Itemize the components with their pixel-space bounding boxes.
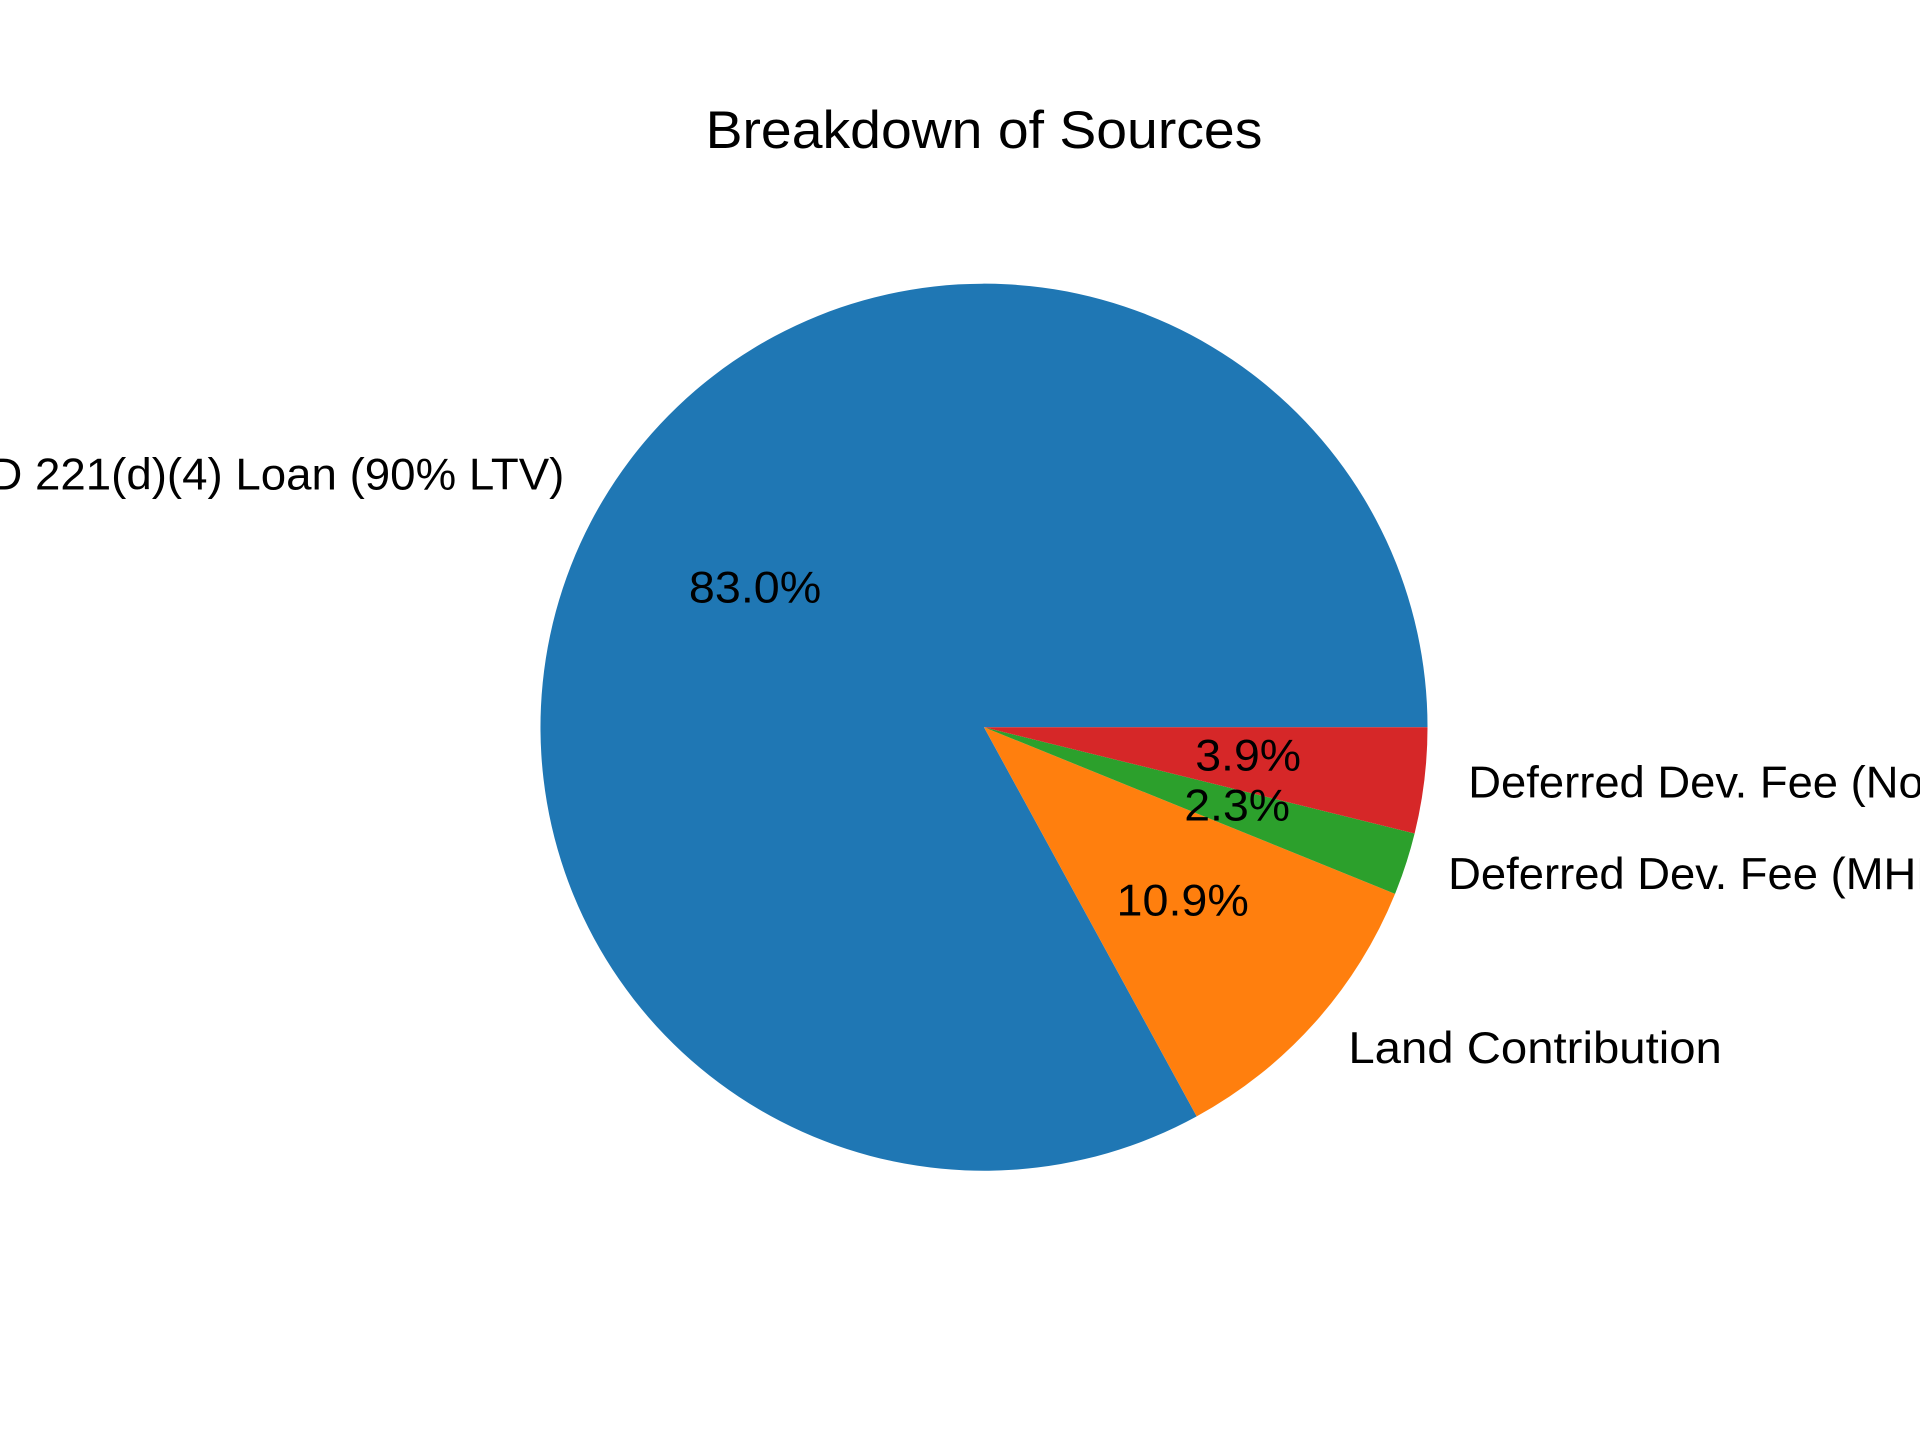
svg-text:83.0%: 83.0% (689, 564, 821, 613)
svg-text:Land Contribution: Land Contribution (1348, 1024, 1722, 1073)
svg-text:10.9%: 10.9% (1117, 877, 1249, 926)
svg-text:HUD 221(d)(4) Loan (90% LTV): HUD 221(d)(4) Loan (90% LTV) (0, 451, 564, 500)
svg-text:2.3%: 2.3% (1184, 782, 1290, 831)
svg-text:Deferred Dev. Fee (MHDC): Deferred Dev. Fee (MHDC) (1448, 850, 1920, 899)
svg-text:Deferred Dev. Fee (Non-MHDC): Deferred Dev. Fee (Non-MHDC) (1468, 759, 1920, 808)
svg-text:3.9%: 3.9% (1195, 732, 1301, 781)
svg-text:Breakdown of Sources: Breakdown of Sources (706, 101, 1263, 160)
